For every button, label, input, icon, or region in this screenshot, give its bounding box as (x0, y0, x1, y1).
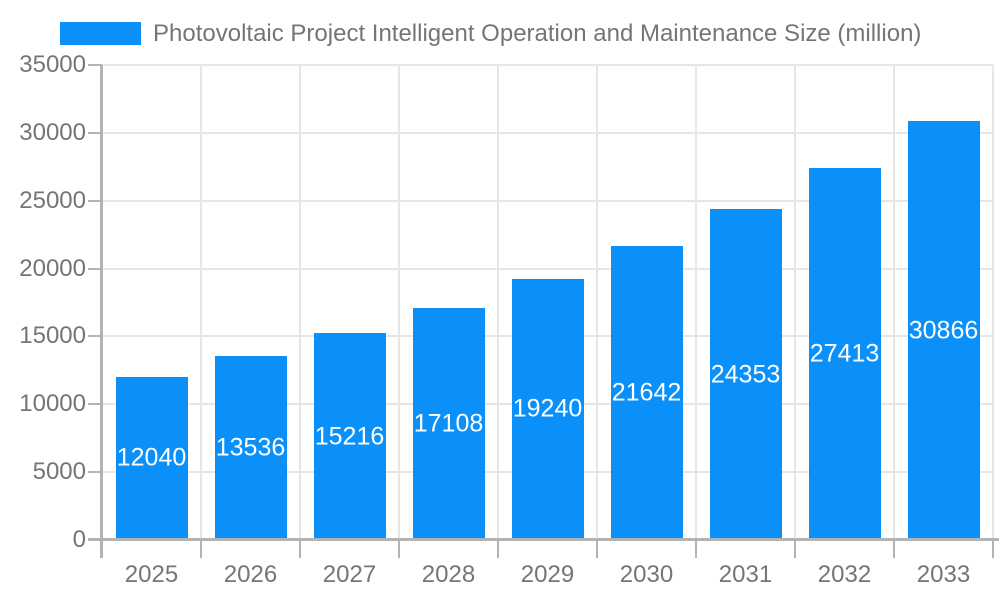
legend-label: Photovoltaic Project Intelligent Operati… (153, 19, 922, 47)
y-tick-label: 25000 (19, 186, 86, 214)
vertical-gridline (992, 65, 994, 540)
y-axis-line (100, 65, 103, 558)
bar-2031[interactable] (709, 209, 782, 540)
x-tick-mark (992, 540, 994, 558)
legend[interactable]: Photovoltaic Project Intelligent Operati… (60, 20, 921, 47)
x-tick-label: 2025 (124, 561, 179, 588)
y-tick-mark (88, 403, 102, 406)
y-tick-label: 20000 (19, 254, 86, 282)
bar-value-label: 19240 (512, 394, 583, 423)
vertical-gridline (893, 65, 895, 540)
y-tick-mark (88, 267, 102, 270)
bar-value-label: 17108 (413, 409, 484, 438)
vertical-gridline (794, 65, 796, 540)
vertical-gridline (200, 65, 202, 540)
bar-value-label: 12040 (116, 443, 187, 472)
bar-value-label: 15216 (314, 422, 385, 451)
x-tick-mark (794, 540, 796, 558)
bar-2028[interactable] (412, 307, 485, 540)
horizontal-gridline (102, 267, 993, 270)
bar-value-label: 27413 (809, 339, 880, 368)
x-tick-label: 2033 (916, 561, 971, 588)
y-tick-mark (88, 131, 102, 134)
y-tick-mark (88, 471, 102, 474)
vertical-gridline (398, 65, 400, 540)
x-tick-mark (398, 540, 400, 558)
vertical-gridline (596, 65, 598, 540)
x-tick-mark (695, 540, 697, 558)
x-tick-mark (497, 540, 499, 558)
bar-value-label: 21642 (611, 378, 682, 407)
y-tick-label: 10000 (19, 390, 86, 418)
bar-2030[interactable] (610, 246, 683, 540)
legend-swatch (60, 22, 141, 45)
x-tick-mark (596, 540, 598, 558)
bar-2032[interactable] (808, 167, 881, 540)
bar-value-label: 24353 (710, 360, 781, 389)
x-tick-label: 2029 (520, 561, 575, 588)
y-tick-mark (88, 335, 102, 338)
bar-2027[interactable] (313, 333, 386, 540)
x-tick-label: 2027 (322, 561, 377, 588)
y-tick-label: 5000 (32, 458, 86, 486)
horizontal-gridline (102, 131, 993, 134)
x-tick-label: 2026 (223, 561, 278, 588)
bar-2029[interactable] (511, 278, 584, 540)
x-axis-line (88, 538, 999, 541)
x-tick-label: 2028 (421, 561, 476, 588)
bar-2025[interactable] (115, 376, 188, 540)
y-tick-label: 35000 (19, 51, 86, 78)
horizontal-gridline (102, 64, 993, 66)
horizontal-gridline (102, 199, 993, 202)
bar-value-label: 13536 (215, 433, 286, 462)
vertical-gridline (497, 65, 499, 540)
y-tick-mark (88, 199, 102, 202)
y-tick-label: 0 (72, 526, 86, 553)
bar-value-label: 30866 (908, 316, 979, 345)
y-tick-label: 30000 (19, 118, 86, 146)
bar-2033[interactable] (907, 121, 980, 540)
x-tick-label: 2031 (718, 561, 773, 588)
x-tick-mark (299, 540, 301, 558)
y-tick-mark (88, 64, 102, 66)
vertical-gridline (695, 65, 697, 540)
bar-2026[interactable] (214, 356, 287, 540)
vertical-gridline (299, 65, 301, 540)
x-tick-mark (200, 540, 202, 558)
y-tick-label: 15000 (19, 322, 86, 350)
x-tick-mark (893, 540, 895, 558)
x-tick-label: 2032 (817, 561, 872, 588)
x-tick-label: 2030 (619, 561, 674, 588)
plot-area: 12040 13536 15216 17108 19240 21642 24353 27413… (19, 52, 999, 588)
